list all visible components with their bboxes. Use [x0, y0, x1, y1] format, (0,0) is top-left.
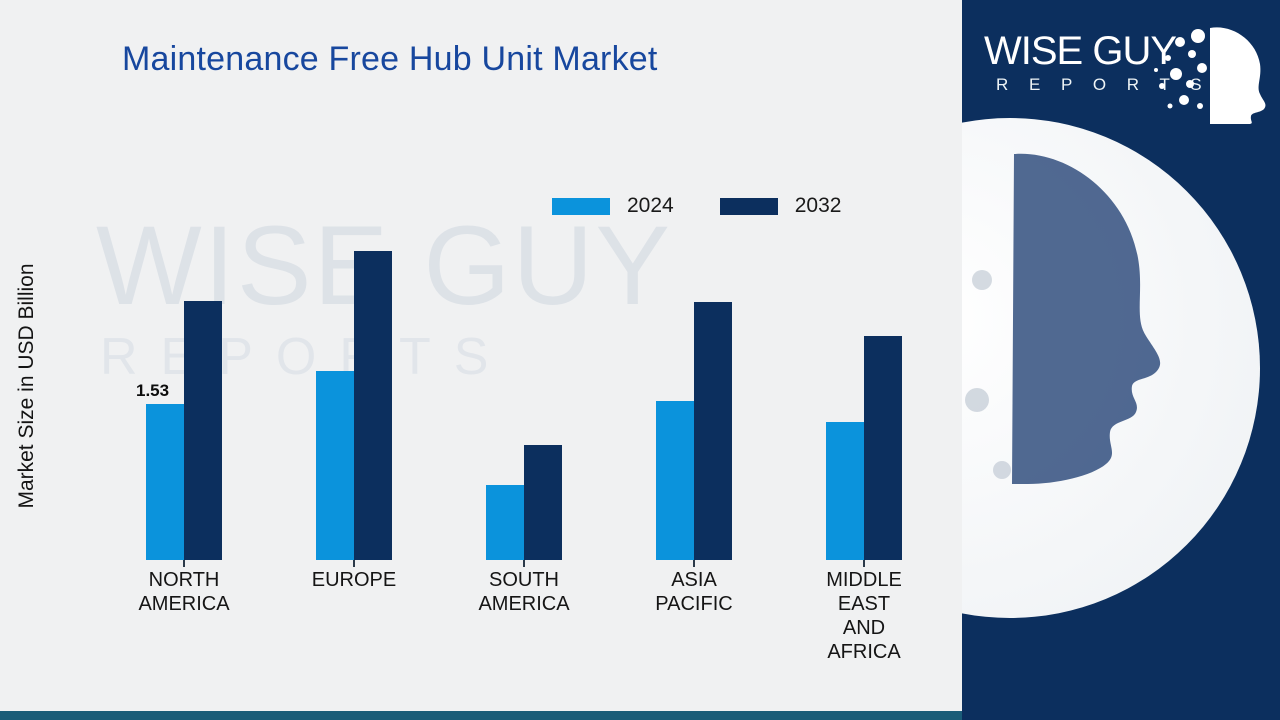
bar-2024[interactable] — [316, 371, 354, 560]
head-silhouette-icon — [1012, 153, 1161, 484]
category-label: ASIA PACIFIC — [655, 569, 733, 615]
category-label: MIDDLE EAST AND AFRICA — [826, 569, 902, 663]
legend-item-2024[interactable]: 2024 — [552, 194, 674, 218]
category-label: EUROPE — [311, 569, 397, 591]
logo-wise-text: WISE GUY — [984, 29, 1177, 73]
bar-2032[interactable] — [184, 301, 222, 560]
axis-tick — [693, 560, 695, 567]
axis-tick — [863, 560, 865, 567]
bar-2032[interactable] — [354, 251, 392, 560]
brand-panel: WISE GUY R E P O R T S — [962, 0, 1280, 720]
bar-groups: 1.53 NORTH AMERICA EUROPE SOUTH AMERICA ASIA PA… — [136, 251, 902, 663]
axis-tick — [183, 560, 185, 567]
category-label: NORTH AMERICA — [138, 569, 230, 615]
bar-2032[interactable] — [524, 445, 562, 560]
logo-head-dots-icon — [1154, 27, 1266, 124]
plot-area: Market Size in USD Billion 2024 2032 1.5… — [15, 194, 902, 663]
bar-value-label: 1.53 — [136, 381, 170, 400]
legend-label-2024: 2024 — [627, 194, 674, 217]
bar-2024[interactable]: 1.53 — [136, 381, 184, 560]
category-label: SOUTH AMERICA — [478, 569, 570, 615]
legend-swatch-2032 — [719, 197, 778, 215]
molecule-dots-decoration — [965, 270, 1011, 479]
legend-swatch-2024 — [552, 197, 610, 215]
chart-legend: 2024 2032 — [552, 194, 841, 218]
bar-2032[interactable] — [864, 336, 902, 560]
bar-2032[interactable] — [694, 302, 732, 560]
page-title: Maintenance Free Hub Unit Market — [122, 40, 658, 78]
bar-2024[interactable] — [826, 422, 864, 560]
brand-logo: WISE GUY R E P O R T S — [984, 27, 1266, 124]
bar-2024[interactable] — [656, 401, 694, 560]
legend-item-2032[interactable]: 2032 — [719, 194, 842, 218]
axis-tick — [353, 560, 355, 567]
axis-tick — [523, 560, 525, 567]
bottom-accent-strip — [0, 711, 962, 720]
bar-2024[interactable] — [486, 485, 524, 560]
legend-label-2032: 2032 — [794, 194, 842, 217]
logo-reports-text: R E P O R T S — [996, 75, 1210, 94]
